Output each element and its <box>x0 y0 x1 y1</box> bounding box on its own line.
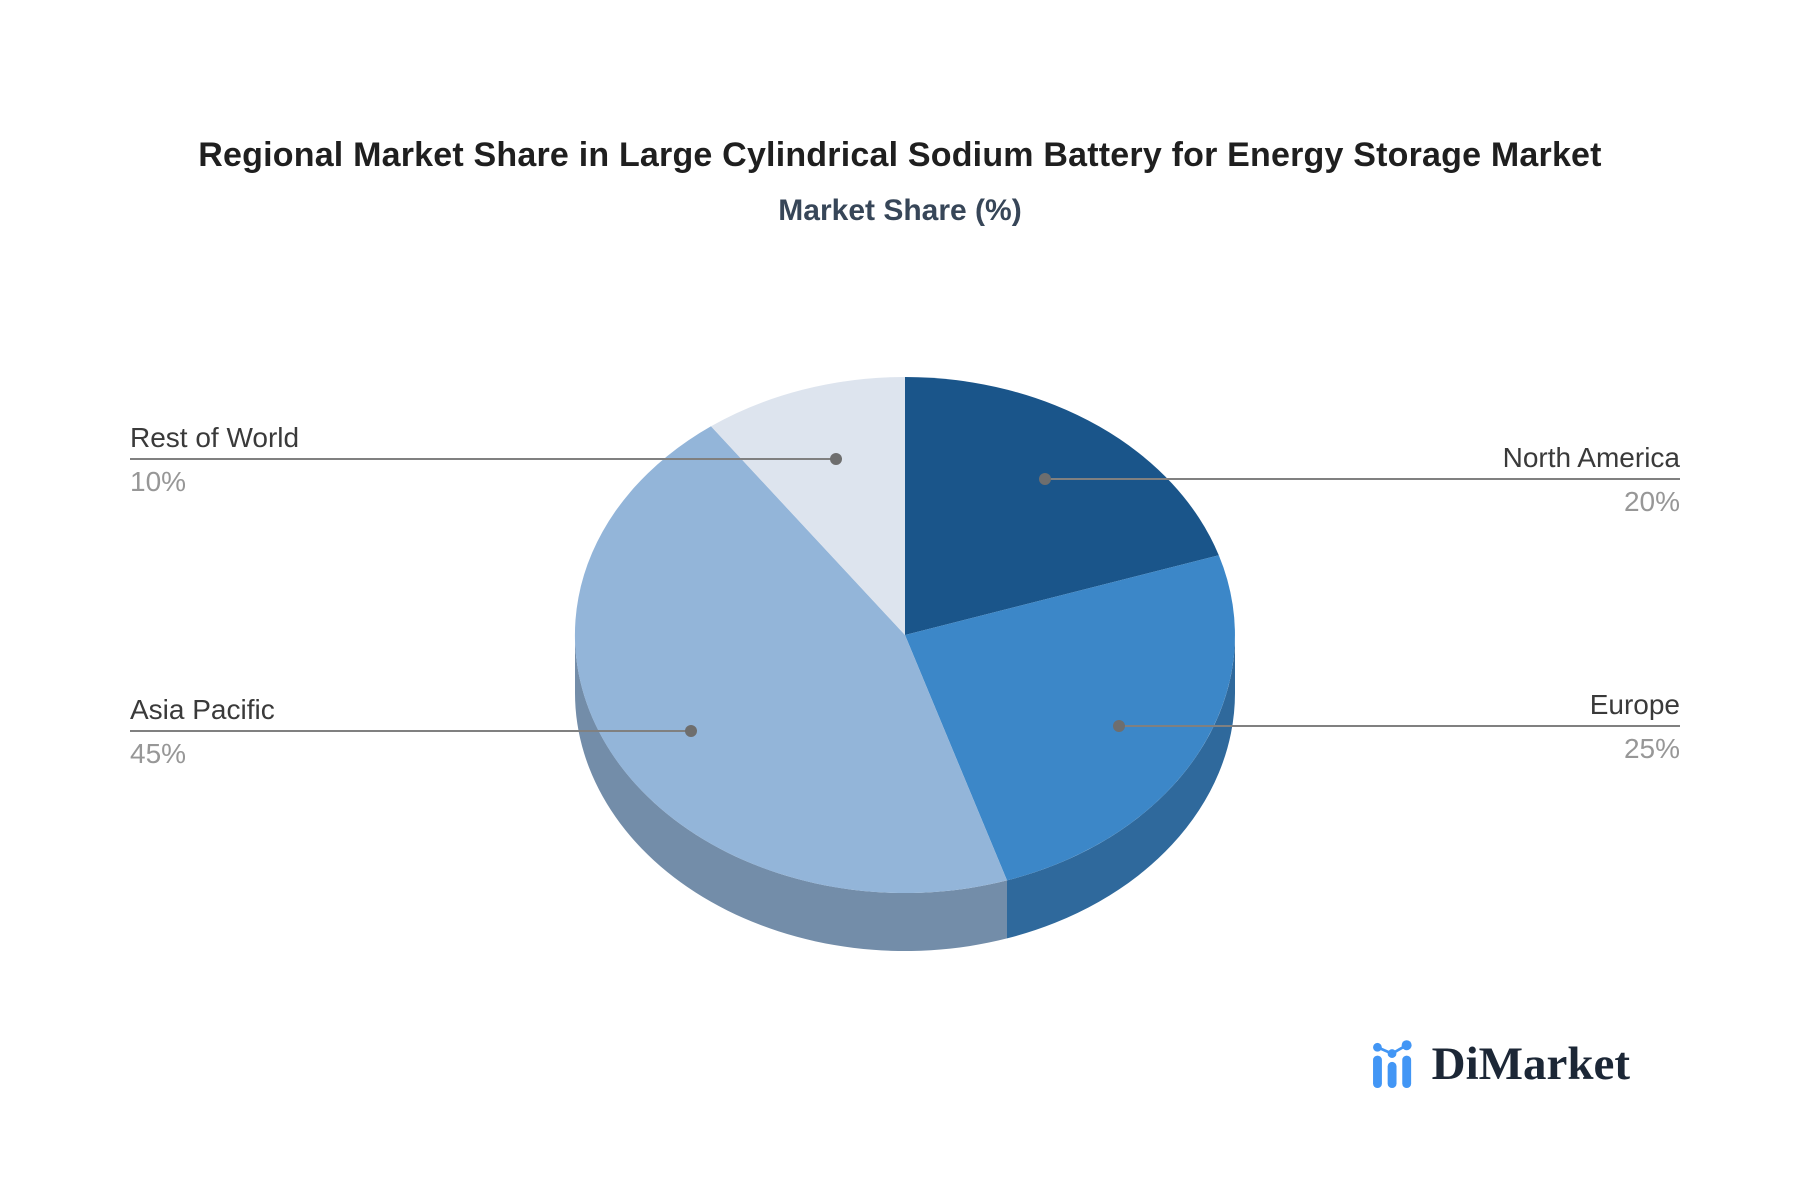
leader-line <box>1039 473 1680 485</box>
slice-percent: 20% <box>1623 486 1680 517</box>
leader-dot <box>830 453 842 465</box>
leader-dot <box>1113 720 1125 732</box>
slice-percent: 45% <box>130 738 187 769</box>
slice-label: North America <box>1502 442 1680 473</box>
pie-slice-side-europe <box>1007 635 1235 939</box>
pie-slice-north-america[interactable] <box>905 377 1219 635</box>
slice-percent: 10% <box>130 466 187 497</box>
chart-title: Regional Market Share in Large Cylindric… <box>198 136 1602 174</box>
leader-dot <box>685 725 697 737</box>
leader-dot <box>1039 473 1051 485</box>
slice-label: Europe <box>1589 689 1680 720</box>
callout-north-america: North America 20% <box>1039 441 1680 518</box>
pie-slice-asia-pacific[interactable] <box>574 426 1007 894</box>
leader-line <box>130 725 697 737</box>
dimarket-logo: DiMarket <box>1372 1038 1630 1090</box>
slice-label: Asia Pacific <box>130 694 275 725</box>
leader-line <box>1113 720 1680 732</box>
callout-rest-of-world: Rest of World 10% <box>130 421 842 498</box>
leader-line <box>130 453 842 465</box>
callout-asia-pacific: Asia Pacific 45% <box>130 693 697 770</box>
slice-label: Rest of World <box>130 422 300 453</box>
logo-text: DiMarket <box>1431 1038 1630 1090</box>
bar-chart-icon <box>1372 1040 1412 1088</box>
pie-slice-rest-of-world[interactable] <box>711 377 905 635</box>
slice-percent: 25% <box>1623 733 1680 764</box>
callout-europe: Europe 25% <box>1113 688 1680 765</box>
pie-slice-europe[interactable] <box>905 555 1235 881</box>
chart-subtitle: Market Share (%) <box>778 194 1022 227</box>
pie-slice-side-asia-pacific <box>575 635 1007 952</box>
